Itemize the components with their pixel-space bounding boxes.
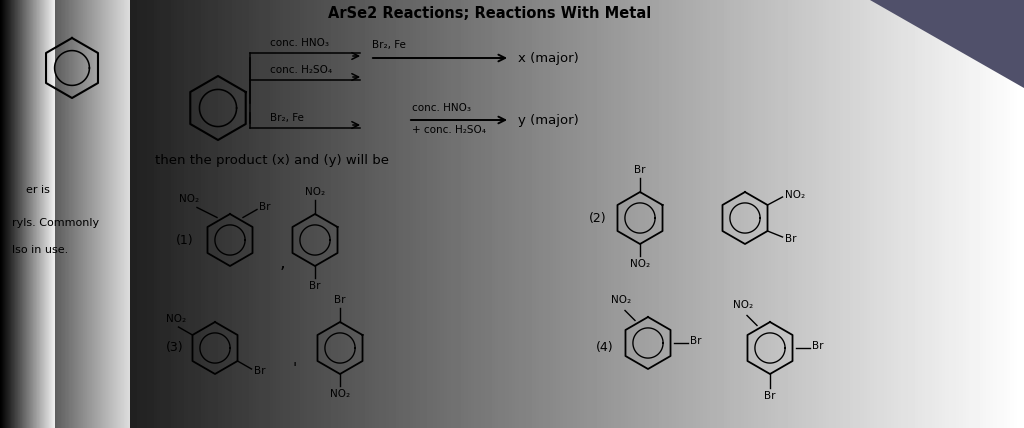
Text: ,: , xyxy=(280,254,285,272)
Text: conc. HNO₃: conc. HNO₃ xyxy=(270,38,329,48)
Text: NO₂: NO₂ xyxy=(179,194,199,205)
Text: Br: Br xyxy=(690,336,701,346)
Text: y (major): y (major) xyxy=(518,113,579,127)
Text: Br: Br xyxy=(634,165,646,175)
Text: NO₂: NO₂ xyxy=(784,190,805,200)
Text: Br: Br xyxy=(812,341,823,351)
Text: (1): (1) xyxy=(176,234,194,247)
Text: conc. HNO₃: conc. HNO₃ xyxy=(412,103,471,113)
Text: NO₂: NO₂ xyxy=(611,295,631,306)
Text: NO₂: NO₂ xyxy=(630,259,650,269)
Text: Br: Br xyxy=(254,366,265,376)
Text: + conc. H₂SO₄: + conc. H₂SO₄ xyxy=(412,125,486,135)
Text: NO₂: NO₂ xyxy=(733,300,753,310)
Text: (3): (3) xyxy=(166,342,184,354)
Text: (4): (4) xyxy=(596,342,613,354)
Text: x (major): x (major) xyxy=(518,51,579,65)
Text: ': ' xyxy=(293,363,297,377)
Text: lso in use.: lso in use. xyxy=(12,245,69,256)
Text: Br₂, Fe: Br₂, Fe xyxy=(372,40,406,50)
Text: then the product (x) and (y) will be: then the product (x) and (y) will be xyxy=(155,154,389,166)
Text: Br: Br xyxy=(334,295,346,305)
Text: ArSe2 Reactions; Reactions With Metal: ArSe2 Reactions; Reactions With Metal xyxy=(329,6,651,21)
Text: NO₂: NO₂ xyxy=(305,187,325,197)
Text: er is: er is xyxy=(26,185,49,196)
Text: Br: Br xyxy=(309,281,321,291)
Text: ryls. Commonly: ryls. Commonly xyxy=(12,217,99,228)
Text: Br: Br xyxy=(259,202,270,212)
Text: NO₂: NO₂ xyxy=(330,389,350,399)
Polygon shape xyxy=(870,0,1024,88)
Text: conc. H₂SO₄: conc. H₂SO₄ xyxy=(270,65,332,75)
Text: (2): (2) xyxy=(589,211,607,225)
Text: Br₂, Fe: Br₂, Fe xyxy=(270,113,304,123)
Text: NO₂: NO₂ xyxy=(167,314,186,324)
Text: Br: Br xyxy=(784,234,796,244)
Text: Br: Br xyxy=(764,391,776,401)
